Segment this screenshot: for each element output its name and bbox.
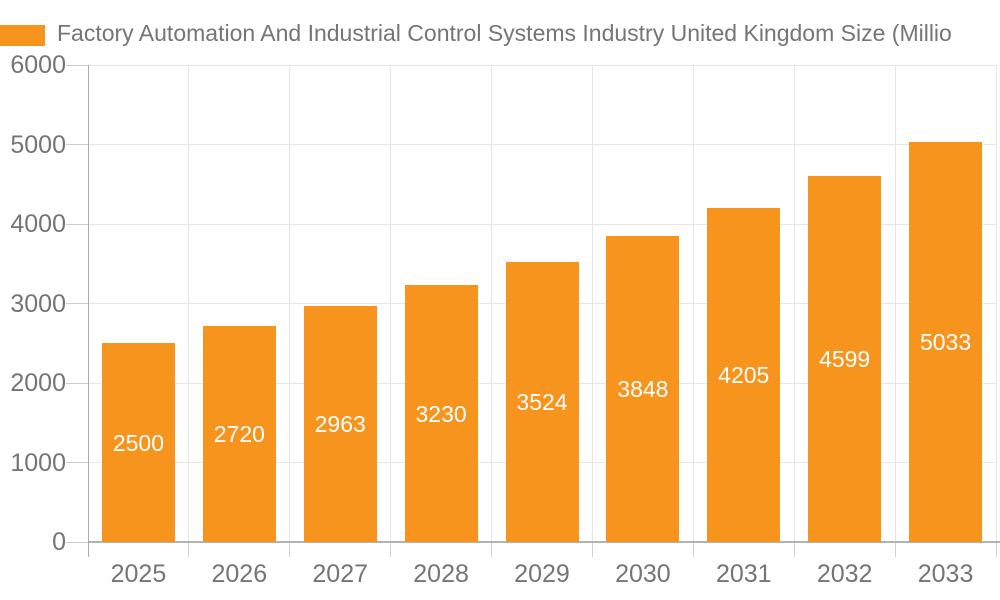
y-gridline (88, 144, 996, 145)
bar[interactable] (707, 207, 781, 542)
x-axis-tick (289, 542, 291, 557)
bar[interactable] (606, 236, 680, 542)
y-tick-label: 1000 (10, 448, 66, 477)
x-tick-label: 2026 (211, 560, 268, 588)
x-gridline (188, 65, 190, 542)
x-axis-tick (188, 542, 190, 557)
x-gridline (995, 65, 997, 542)
x-gridline (894, 65, 896, 542)
x-gridline (692, 65, 694, 542)
y-gridline (88, 64, 996, 66)
bar-value-label: 3230 (415, 400, 467, 427)
y-axis-tick (66, 144, 88, 145)
x-gridline (390, 65, 392, 542)
x-tick-label: 2028 (413, 560, 469, 588)
x-tick-label: 2032 (816, 560, 873, 588)
x-tick-label: 2025 (110, 560, 167, 588)
x-gridline (591, 65, 593, 542)
y-axis-tick (66, 462, 88, 463)
bar-value-label: 4599 (819, 346, 871, 373)
x-tick-label: 2031 (715, 560, 772, 588)
bar-value-label: 2500 (112, 429, 165, 456)
x-gridline (491, 65, 493, 542)
x-axis-tick (591, 542, 593, 557)
y-tick-label: 3000 (10, 289, 66, 318)
bar-value-label: 5033 (919, 328, 972, 355)
y-axis-tick (66, 64, 88, 66)
x-tick-label: 2030 (615, 560, 671, 588)
y-axis-tick (66, 303, 88, 304)
bar-value-label: 4205 (718, 361, 770, 388)
x-tick-label: 2029 (514, 560, 570, 588)
chart-header: Factory Automation And Industrial Contro… (0, 0, 1000, 55)
y-axis-tick (66, 223, 88, 225)
bar[interactable] (202, 325, 276, 542)
bar[interactable] (909, 141, 983, 542)
bar-value-label: 2963 (314, 411, 366, 438)
y-tick-label: 4000 (10, 210, 66, 238)
y-axis-tick (66, 541, 88, 543)
x-axis-tick (894, 542, 896, 557)
x-axis-line (88, 541, 1000, 543)
chart-title: Factory Automation And Industrial Contro… (57, 20, 952, 46)
bar-value-label: 2720 (213, 420, 265, 447)
y-tick-label: 5000 (10, 130, 66, 159)
x-tick-label: 2033 (917, 560, 974, 588)
bar-value-label: 3524 (516, 388, 568, 415)
x-gridline (289, 65, 291, 542)
x-tick-label: 2027 (312, 560, 369, 588)
x-axis-tick (995, 542, 997, 557)
y-tick-label: 0 (52, 528, 66, 556)
bar[interactable] (404, 285, 478, 542)
x-gridline (793, 65, 795, 542)
bar[interactable] (101, 343, 175, 542)
legend-swatch-icon (0, 25, 45, 46)
x-axis-tick (793, 542, 795, 557)
x-axis-tick (390, 542, 392, 557)
bar[interactable] (505, 261, 579, 542)
bar-value-label: 3848 (617, 376, 669, 403)
y-tick-label: 6000 (10, 51, 66, 79)
y-axis-line (88, 65, 89, 557)
y-tick-label: 2000 (10, 369, 66, 397)
x-axis-tick (692, 542, 694, 557)
y-axis-tick (66, 382, 88, 384)
bar[interactable] (303, 306, 377, 542)
bar[interactable] (808, 176, 882, 542)
y-gridline (88, 223, 996, 225)
x-axis-tick (491, 542, 493, 557)
